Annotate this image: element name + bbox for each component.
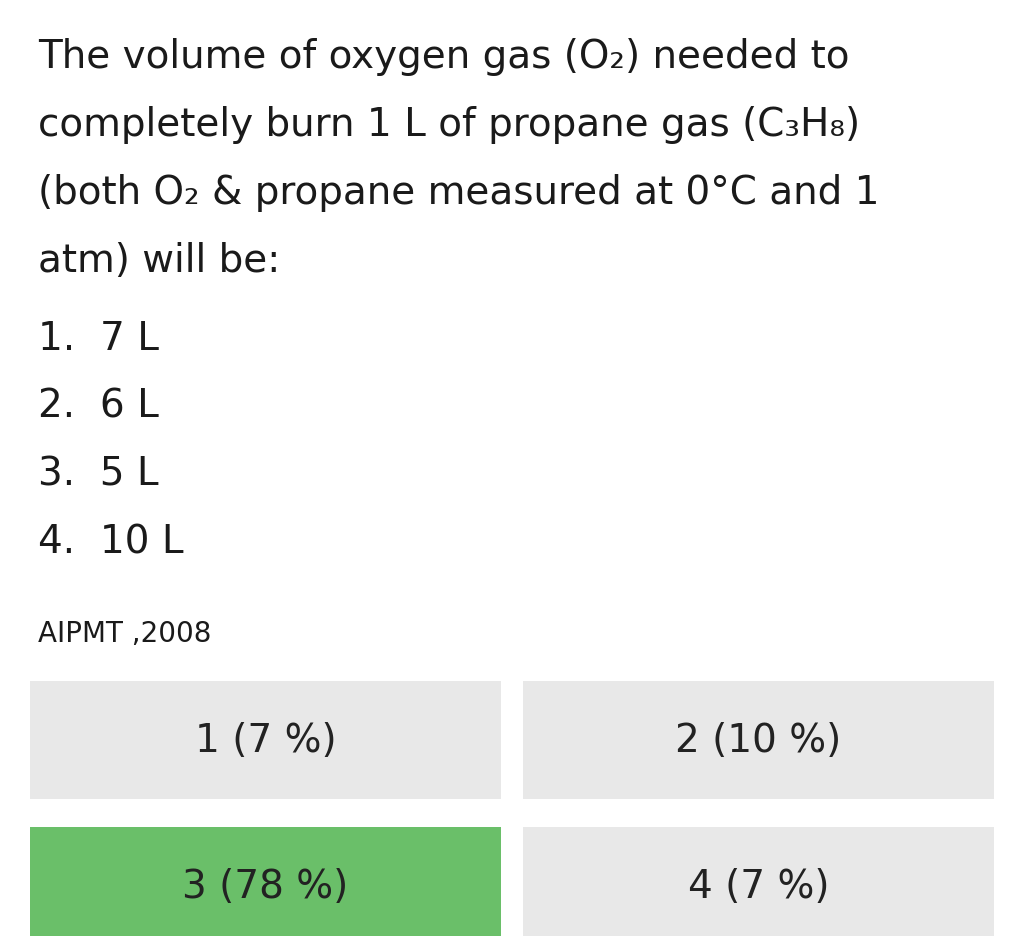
Text: AIPMT ,2008: AIPMT ,2008 bbox=[38, 620, 211, 648]
Text: 2.  6 L: 2. 6 L bbox=[38, 388, 159, 426]
Text: (both O₂ & propane measured at 0°C and 1: (both O₂ & propane measured at 0°C and 1 bbox=[38, 174, 880, 212]
Text: completely burn 1 L of propane gas (C₃H₈): completely burn 1 L of propane gas (C₃H₈… bbox=[38, 106, 860, 144]
Text: 4.  10 L: 4. 10 L bbox=[38, 523, 183, 562]
FancyBboxPatch shape bbox=[30, 827, 501, 936]
Text: 2 (10 %): 2 (10 %) bbox=[676, 722, 842, 759]
Text: atm) will be:: atm) will be: bbox=[38, 241, 281, 280]
FancyBboxPatch shape bbox=[523, 827, 994, 936]
Text: 3 (78 %): 3 (78 %) bbox=[182, 867, 348, 905]
FancyBboxPatch shape bbox=[30, 681, 501, 799]
FancyBboxPatch shape bbox=[523, 681, 994, 799]
Text: The volume of oxygen gas (O₂) needed to: The volume of oxygen gas (O₂) needed to bbox=[38, 38, 850, 76]
Text: 3.  5 L: 3. 5 L bbox=[38, 456, 159, 493]
Text: 1.  7 L: 1. 7 L bbox=[38, 320, 159, 358]
Text: 1 (7 %): 1 (7 %) bbox=[195, 722, 336, 759]
Text: 4 (7 %): 4 (7 %) bbox=[688, 867, 829, 905]
